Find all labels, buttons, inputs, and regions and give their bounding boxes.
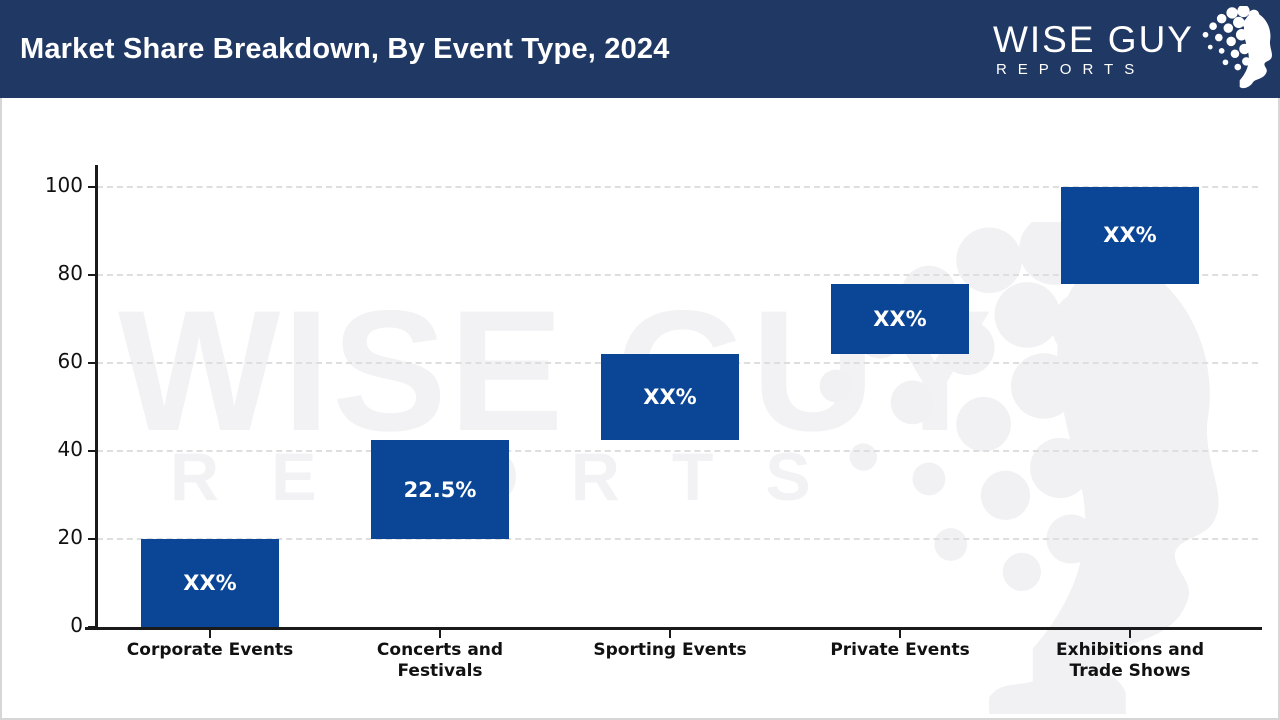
x-axis-tick-mark — [439, 629, 441, 638]
y-axis-tick-mark — [88, 450, 97, 452]
bar-sporting-events: XX% — [601, 354, 739, 440]
logo-head-icon — [1202, 6, 1272, 89]
bar-private-events: XX% — [831, 283, 969, 355]
y-axis-tick-mark — [88, 274, 97, 276]
category-label: Exhibitions and Trade Shows — [1015, 640, 1245, 683]
y-axis-tick-label: 20 — [57, 525, 83, 549]
right-border-line — [1278, 98, 1280, 720]
category-label-line: Concerts and — [376, 640, 504, 660]
x-axis-tick-mark — [669, 629, 671, 638]
category-label: Concerts and Festivals — [325, 640, 555, 683]
y-axis-tick-mark — [88, 538, 97, 540]
y-axis-tick-label: 0 — [70, 613, 83, 637]
y-axis-line — [95, 165, 98, 629]
y-axis-tick-label: 60 — [57, 349, 83, 373]
logo-wordmark: WISE GUY — [992, 18, 1194, 60]
bar-value-label: XX% — [1103, 223, 1157, 248]
watermark-head-icon — [819, 222, 1219, 714]
category-label-line: Trade Shows — [1069, 661, 1191, 682]
gridline-20 — [97, 538, 1258, 540]
gridline-80 — [97, 274, 1258, 276]
bar-value-label: 22.5% — [403, 477, 477, 502]
page-title: Market Share Breakdown, By Event Type, 2… — [20, 32, 670, 65]
x-axis-line — [85, 627, 1262, 630]
gridline-100 — [97, 186, 1258, 188]
bar-value-label: XX% — [873, 306, 927, 331]
bar-exhibitions-and: XX% — [1061, 187, 1199, 284]
y-axis-tick-label: 80 — [57, 261, 83, 285]
y-axis-tick-mark — [88, 362, 97, 364]
bar-value-label: XX% — [183, 571, 237, 595]
logo-subtitle: REPORTS — [995, 60, 1146, 78]
x-axis-tick-mark — [1129, 629, 1131, 638]
x-axis-tick-mark — [899, 629, 901, 638]
left-border-line — [0, 98, 2, 720]
category-label-line: Festivals — [397, 661, 483, 682]
category-label: Private Events — [785, 640, 1015, 661]
logo-text: WISE GUY REPORTS — [993, 21, 1194, 78]
bottom-border-line — [0, 718, 1280, 720]
category-label: Corporate Events — [95, 640, 325, 661]
bar-concerts-and: 22.5% — [371, 440, 509, 539]
y-axis-tick-label: 100 — [44, 173, 83, 197]
category-label-line: Corporate Events — [126, 640, 294, 660]
bar-corporate-events: XX% — [141, 539, 279, 627]
category-label-line: Private Events — [830, 640, 970, 660]
category-label-line: Sporting Events — [593, 640, 747, 660]
category-label: Sporting Events — [555, 640, 785, 661]
header-bar: Market Share Breakdown, By Event Type, 2… — [0, 0, 1280, 98]
x-axis-tick-mark — [209, 629, 211, 638]
gridline-40 — [97, 450, 1258, 452]
category-label-line: Exhibitions and — [1055, 640, 1205, 660]
y-axis-tick-mark — [88, 186, 97, 188]
bar-value-label: XX% — [643, 385, 697, 410]
wise-guy-logo: WISE GUY REPORTS — [993, 6, 1272, 92]
y-axis-tick-label: 40 — [57, 437, 83, 461]
